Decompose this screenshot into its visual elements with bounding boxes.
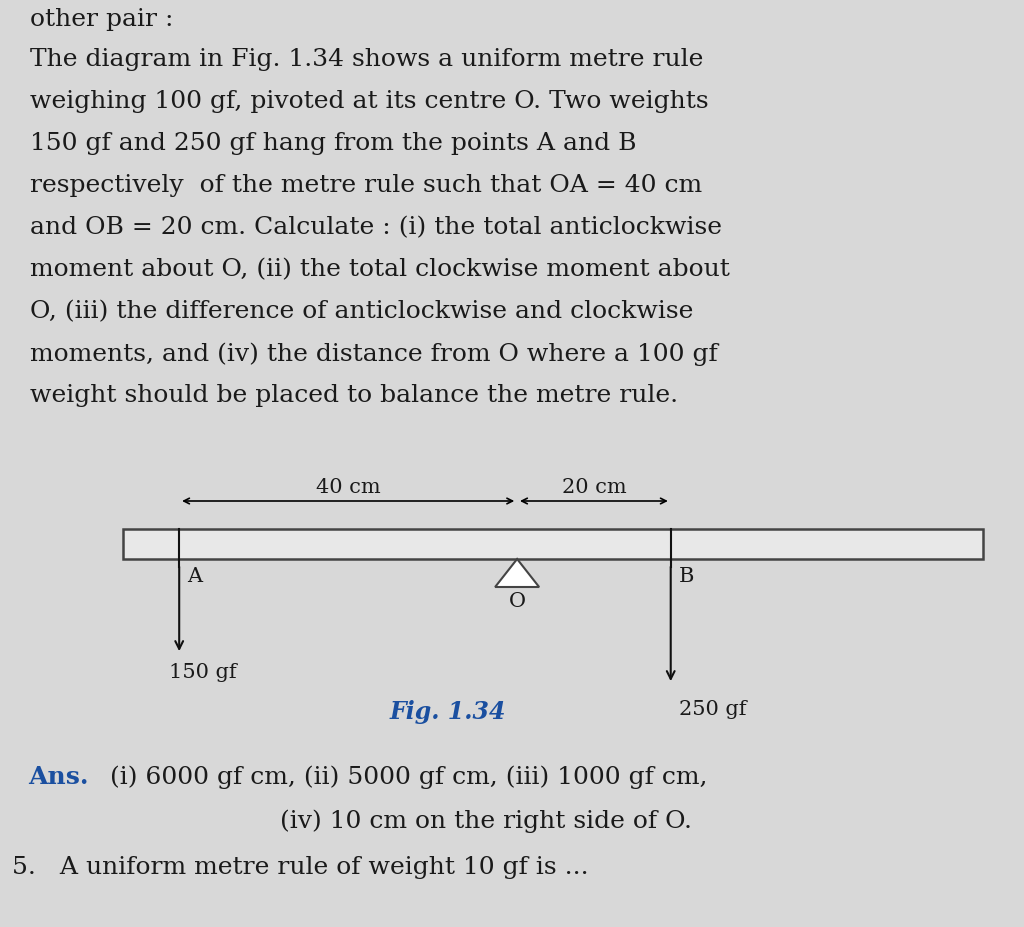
Text: moments, and (iv) the distance from O where a 100 gf: moments, and (iv) the distance from O wh… — [30, 342, 718, 365]
Text: Ans.: Ans. — [28, 764, 88, 788]
Text: The diagram in Fig. 1.34 shows a uniform metre rule: The diagram in Fig. 1.34 shows a uniform… — [30, 48, 703, 71]
Polygon shape — [496, 559, 539, 588]
Text: B: B — [679, 566, 694, 585]
Text: 40 cm: 40 cm — [315, 477, 381, 497]
Text: (iv) 10 cm on the right side of O.: (iv) 10 cm on the right side of O. — [280, 808, 692, 832]
Bar — [123, 529, 983, 559]
Text: 5.   A uniform metre rule of weight 10 gf is ...: 5. A uniform metre rule of weight 10 gf … — [12, 855, 589, 878]
Text: 20 cm: 20 cm — [561, 477, 627, 497]
Text: respectively  of the metre rule such that OA = 40 cm: respectively of the metre rule such that… — [30, 174, 702, 197]
Text: other pair :: other pair : — [30, 8, 173, 31]
Text: and OB = 20 cm. Calculate : (i) the total anticlockwise: and OB = 20 cm. Calculate : (i) the tota… — [30, 216, 722, 239]
Text: weighing 100 gf, pivoted at its centre O. Two weights: weighing 100 gf, pivoted at its centre O… — [30, 90, 709, 113]
Text: A: A — [187, 566, 203, 585]
Text: 150 gf: 150 gf — [169, 662, 237, 681]
Text: (i) 6000 gf cm, (ii) 5000 gf cm, (iii) 1000 gf cm,: (i) 6000 gf cm, (ii) 5000 gf cm, (iii) 1… — [110, 764, 708, 788]
Text: O, (iii) the difference of anticlockwise and clockwise: O, (iii) the difference of anticlockwise… — [30, 299, 693, 323]
Text: moment about O, (ii) the total clockwise moment about: moment about O, (ii) the total clockwise… — [30, 258, 730, 281]
Text: 150 gf and 250 gf hang from the points A and B: 150 gf and 250 gf hang from the points A… — [30, 132, 637, 155]
Text: weight should be placed to balance the metre rule.: weight should be placed to balance the m… — [30, 384, 678, 407]
Text: Fig. 1.34: Fig. 1.34 — [390, 699, 507, 723]
Text: 250 gf: 250 gf — [679, 699, 746, 718]
Text: O: O — [509, 591, 525, 610]
